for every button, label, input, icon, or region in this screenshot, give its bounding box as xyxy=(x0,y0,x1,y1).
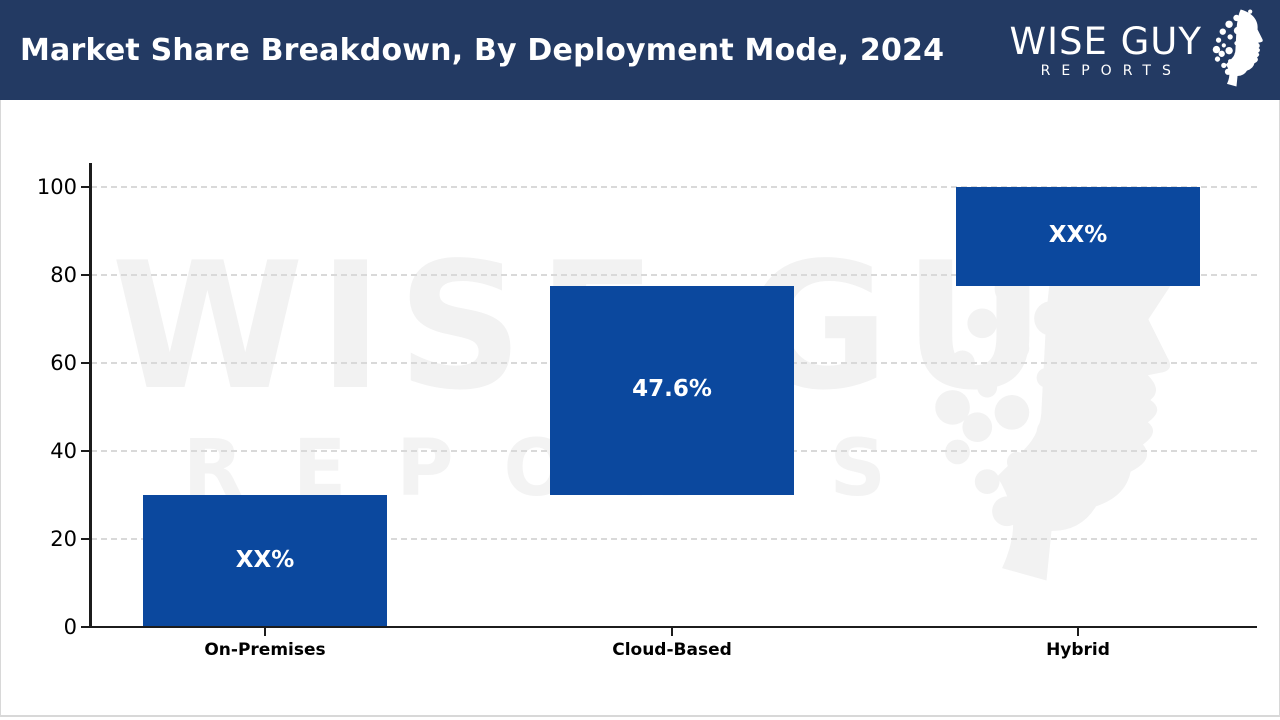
y-tick-mark xyxy=(81,186,89,188)
y-tick-label: 80 xyxy=(50,262,77,287)
brand-logo: WISE GUY REPORTS xyxy=(1010,8,1266,92)
gridline xyxy=(91,274,1257,276)
x-axis-line xyxy=(89,625,1257,628)
gridline xyxy=(91,186,1257,188)
bar-hybrid xyxy=(956,187,1200,286)
y-tick-label: 60 xyxy=(50,350,77,375)
y-tick-mark xyxy=(81,362,89,364)
brand-subtitle: REPORTS xyxy=(1040,62,1182,79)
brand-logo-text: WISE GUY REPORTS xyxy=(1010,23,1202,78)
x-tick-mark xyxy=(264,628,266,636)
x-category-label: On-Premises xyxy=(204,640,326,660)
y-tick-mark xyxy=(81,274,89,276)
x-category-label: Hybrid xyxy=(1046,640,1110,660)
y-tick-label: 100 xyxy=(36,174,77,199)
y-tick-mark xyxy=(81,626,89,628)
bar-value-label: XX% xyxy=(235,547,295,573)
bar-on-premises xyxy=(143,495,387,627)
y-tick-label: 0 xyxy=(63,614,77,639)
x-category-label: Cloud-Based xyxy=(612,640,732,660)
chart-area: WISE GUY REPORTS 020406080100XX%On-Premi… xyxy=(0,100,1280,717)
bar-value-label: XX% xyxy=(1048,222,1108,249)
bar-cloud-based xyxy=(550,285,794,495)
y-tick-mark xyxy=(81,538,89,540)
y-tick-mark xyxy=(81,450,89,452)
y-tick-label: 20 xyxy=(50,526,77,551)
x-tick-mark xyxy=(1077,628,1079,636)
y-tick-label: 40 xyxy=(50,438,77,463)
bar-value-label: 47.6% xyxy=(632,376,712,403)
logo-face-icon xyxy=(1208,8,1266,92)
brand-name: WISE GUY xyxy=(1009,19,1202,63)
gridline xyxy=(91,538,1257,540)
y-axis-line xyxy=(89,163,92,628)
x-tick-mark xyxy=(671,628,673,636)
chart-title: Market Share Breakdown, By Deployment Mo… xyxy=(20,32,945,68)
header-bar: Market Share Breakdown, By Deployment Mo… xyxy=(0,0,1280,100)
